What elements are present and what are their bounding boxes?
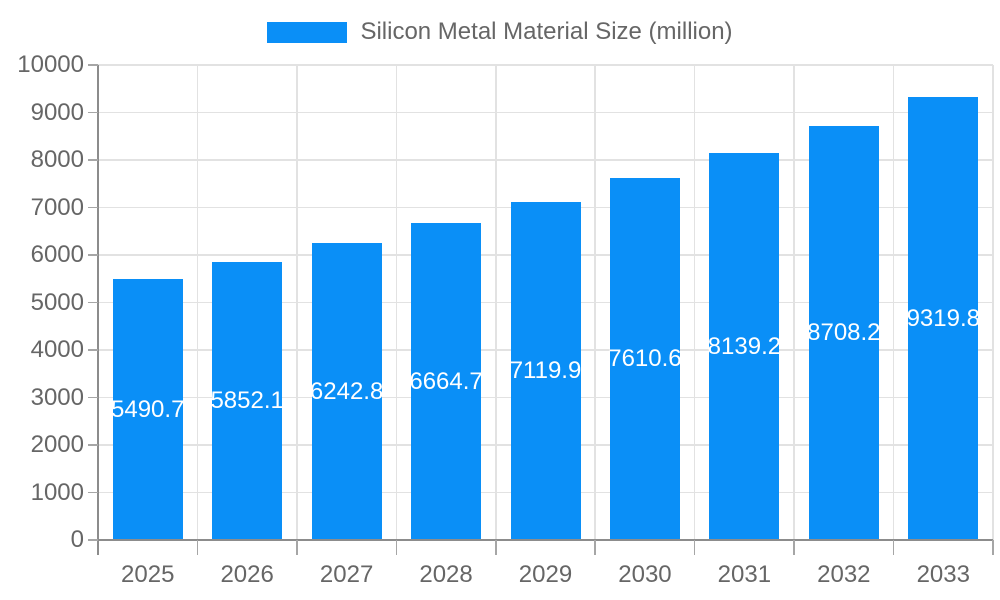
y-axis-tick	[88, 491, 98, 494]
bar[interactable]	[908, 97, 979, 540]
gridline-vertical	[793, 65, 795, 540]
y-tick-label: 1000	[30, 478, 84, 506]
y-axis-tick	[88, 111, 98, 114]
bar[interactable]	[212, 262, 283, 540]
x-axis-tick	[495, 540, 497, 555]
bar-value-label: 7119.9	[509, 356, 582, 384]
gridline-horizontal	[98, 64, 993, 66]
x-tick-label: 2025	[121, 561, 175, 588]
bar-value-label: 5852.1	[210, 387, 284, 414]
bar[interactable]	[609, 178, 680, 540]
y-tick-label: 7000	[30, 193, 84, 221]
bar-value-label: 9319.8	[906, 304, 980, 332]
x-axis-tick	[693, 540, 696, 555]
legend-swatch[interactable]	[267, 21, 348, 43]
x-tick-label: 2027	[319, 561, 374, 588]
x-axis-tick	[395, 540, 398, 555]
y-axis-tick	[88, 444, 98, 446]
gridline-horizontal	[98, 159, 993, 161]
x-tick-label: 2026	[220, 561, 274, 588]
y-tick-label: 3000	[30, 383, 84, 411]
gridline-vertical	[992, 65, 994, 540]
gridline-vertical	[395, 65, 398, 540]
gridline-vertical	[495, 65, 497, 540]
x-tick-label: 2031	[717, 561, 772, 588]
bar[interactable]	[411, 223, 482, 540]
bar[interactable]	[709, 153, 780, 540]
x-tick-label: 2030	[618, 561, 672, 588]
y-axis-tick	[88, 64, 98, 66]
y-axis-tick	[88, 301, 98, 304]
x-tick-label: 2028	[419, 561, 473, 588]
y-tick-label: 4000	[30, 336, 84, 363]
gridline-vertical	[296, 65, 298, 540]
y-axis-tick	[88, 396, 98, 399]
y-tick-label: 2000	[30, 431, 84, 458]
bar-value-label: 6242.8	[309, 377, 384, 405]
legend-label[interactable]: Silicon Metal Material Size (million)	[360, 18, 733, 45]
legend[interactable]: Silicon Metal Material Size (million)	[0, 18, 1000, 46]
x-axis-tick	[992, 540, 994, 555]
y-axis-tick	[88, 539, 98, 541]
y-axis-tick	[88, 159, 98, 161]
y-tick-label: 0	[70, 526, 84, 553]
y-axis-line	[97, 65, 99, 555]
x-tick-label: 2033	[916, 561, 970, 588]
gridline-vertical	[594, 65, 596, 540]
bar-value-label: 6664.7	[409, 367, 483, 395]
x-tick-label: 2029	[518, 561, 573, 588]
y-tick-label: 8000	[30, 146, 84, 173]
bar[interactable]	[510, 201, 581, 540]
bar[interactable]	[808, 126, 879, 540]
plot-area: 5490.7 5852.1 6242.8 6664.7 7119.9 7610.6 8139…	[17, 53, 994, 588]
x-axis-tick	[296, 540, 298, 555]
x-tick-label: 2032	[817, 561, 871, 588]
gridline-horizontal	[98, 111, 993, 114]
bar[interactable]	[311, 243, 382, 540]
y-tick-label: 6000	[30, 241, 84, 268]
gridline-vertical	[196, 65, 199, 540]
bar[interactable]	[112, 279, 183, 540]
y-axis-tick	[88, 349, 98, 351]
gridline-vertical	[693, 65, 696, 540]
x-axis-tick	[793, 540, 795, 555]
y-tick-label: 10000	[17, 51, 84, 78]
y-tick-label: 5000	[30, 288, 84, 316]
x-axis-tick	[892, 540, 895, 555]
x-axis-tick	[196, 540, 199, 555]
y-axis-tick	[88, 206, 98, 209]
bar-value-label: 7610.6	[608, 345, 682, 373]
bar-value-label: 8139.2	[707, 332, 782, 360]
y-axis-tick	[88, 254, 98, 256]
bar-value-label: 8708.2	[807, 319, 881, 347]
gridline-vertical	[892, 65, 895, 540]
x-axis-tick	[594, 540, 596, 555]
x-axis-line	[98, 539, 993, 541]
bar-value-label: 5490.7	[111, 395, 185, 423]
y-tick-label: 9000	[30, 98, 84, 126]
